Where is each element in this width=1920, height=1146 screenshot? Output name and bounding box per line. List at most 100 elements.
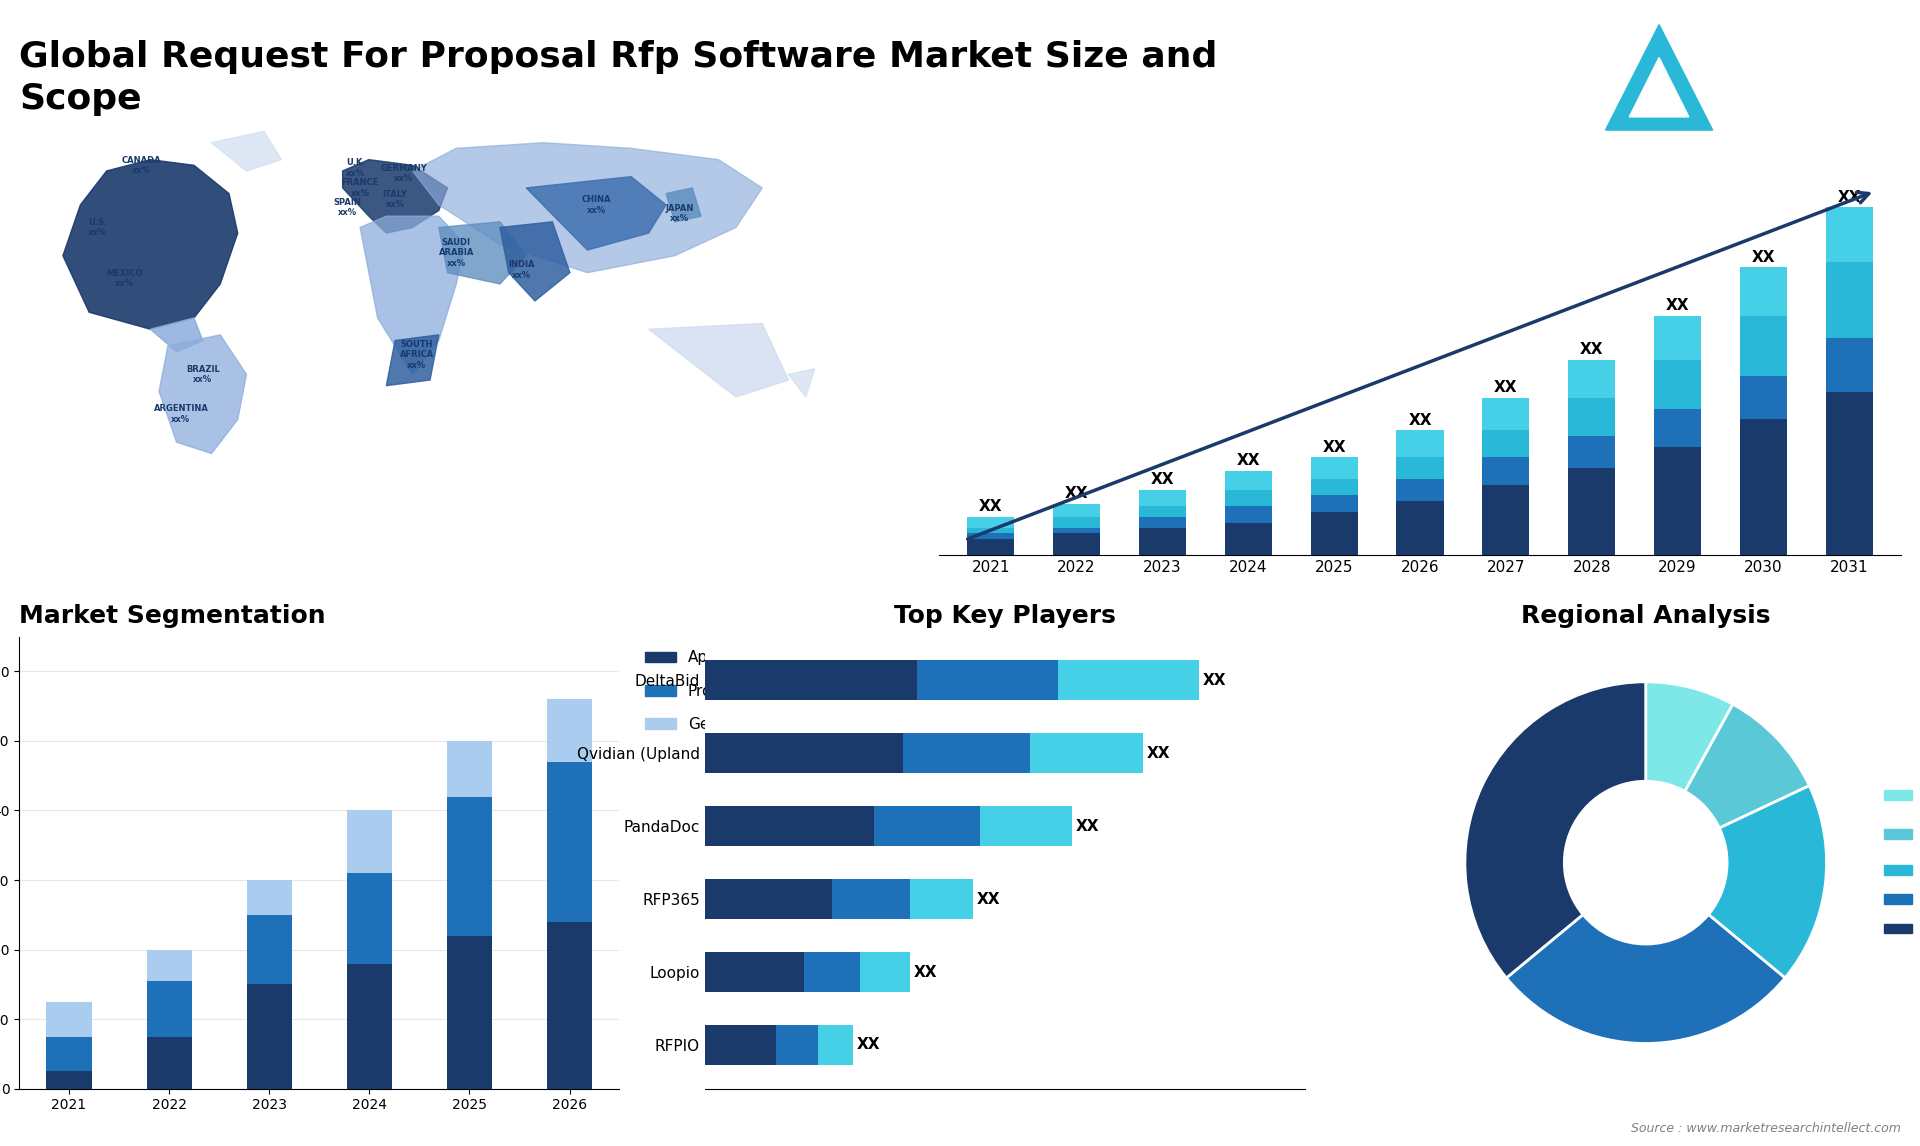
Wedge shape [1686,704,1809,829]
Polygon shape [666,188,701,222]
Bar [547,699,591,762]
Bar [1225,471,1271,490]
Text: GERMANY
xx%: GERMANY xx% [380,164,426,183]
Bar [1653,447,1701,555]
Bar [705,660,916,700]
Polygon shape [1605,25,1713,131]
Text: XX: XX [856,1037,879,1052]
Bar [1311,457,1357,479]
Bar [981,806,1071,846]
Polygon shape [440,222,526,284]
Bar [1826,207,1872,261]
Text: XX: XX [1751,250,1776,265]
Bar [1740,419,1788,555]
Bar [831,879,910,919]
Text: MARKET
RESEARCH
INTELLECT: MARKET RESEARCH INTELLECT [1730,58,1793,96]
Bar [1569,398,1615,435]
Polygon shape [789,369,814,397]
Bar [705,1025,776,1065]
Bar [902,733,1029,774]
Polygon shape [211,132,282,171]
Text: XX: XX [1407,413,1432,427]
Bar [1396,430,1444,457]
Bar [1826,338,1872,392]
Wedge shape [1507,915,1786,1044]
Bar [1826,392,1872,555]
Bar [46,1002,92,1036]
Bar [910,879,973,919]
Polygon shape [1630,57,1690,117]
Polygon shape [63,159,238,329]
Bar [1311,512,1357,555]
Bar [1052,517,1100,528]
Bar [1225,490,1271,507]
Bar [1058,660,1200,700]
Text: U.K.
xx%: U.K. xx% [346,158,365,178]
Polygon shape [499,222,570,301]
Text: XX: XX [1837,190,1860,205]
Text: BRAZIL
xx%: BRAZIL xx% [186,364,219,384]
Polygon shape [526,176,666,250]
Bar [1139,517,1187,528]
Text: U.S.
xx%: U.S. xx% [88,218,108,237]
Legend: Application, Product, Geography: Application, Product, Geography [639,644,780,738]
Text: XX: XX [1150,472,1175,487]
Text: JAPAN
xx%: JAPAN xx% [664,204,693,223]
Polygon shape [649,323,789,397]
Bar [547,762,591,921]
Text: FRANCE
xx%: FRANCE xx% [342,179,378,197]
Bar [1225,507,1271,523]
Bar [1826,261,1872,338]
Bar [1569,469,1615,555]
Bar [46,1036,92,1072]
Bar [874,806,981,846]
Polygon shape [386,335,440,386]
Bar [246,880,292,915]
Bar [776,1025,818,1065]
Text: XX: XX [914,965,937,980]
Polygon shape [413,143,762,273]
Text: SPAIN
xx%: SPAIN xx% [332,198,361,218]
Bar [1482,485,1530,555]
Text: XX: XX [977,892,1000,906]
Bar [1396,457,1444,479]
Text: XX: XX [1667,298,1690,313]
Text: SAUDI
ARABIA
xx%: SAUDI ARABIA xx% [438,238,474,268]
Bar [1569,435,1615,469]
Text: MEXICO
xx%: MEXICO xx% [106,268,142,288]
Bar [968,539,1014,555]
Bar [1482,398,1530,430]
Bar [1139,528,1187,555]
Bar [1482,430,1530,457]
Bar [1225,523,1271,555]
Bar [447,935,492,1089]
Bar [348,873,392,964]
Bar [1311,495,1357,512]
Bar [348,810,392,873]
Bar [705,733,902,774]
Bar [705,806,874,846]
Bar [1052,503,1100,517]
Bar [1052,528,1100,534]
Text: CHINA
xx%: CHINA xx% [582,195,611,214]
Bar [1740,316,1788,376]
Wedge shape [1709,786,1826,978]
Bar [447,741,492,796]
Bar [1569,360,1615,398]
Bar [1740,376,1788,419]
Wedge shape [1645,682,1734,792]
Polygon shape [342,159,447,233]
Text: CANADA
xx%: CANADA xx% [121,156,161,175]
Text: ARGENTINA
xx%: ARGENTINA xx% [154,405,209,424]
Text: XX: XX [1075,818,1098,833]
Text: SOUTH
AFRICA
xx%: SOUTH AFRICA xx% [399,339,434,369]
Title: Top Key Players: Top Key Players [895,604,1116,628]
Bar [1139,490,1187,507]
Wedge shape [1465,682,1645,978]
Bar [968,528,1014,534]
Text: XX: XX [979,500,1002,515]
Text: XX: XX [1146,746,1169,761]
Text: XX: XX [1580,342,1603,356]
Title: Regional Analysis: Regional Analysis [1521,604,1770,628]
Bar [968,534,1014,539]
